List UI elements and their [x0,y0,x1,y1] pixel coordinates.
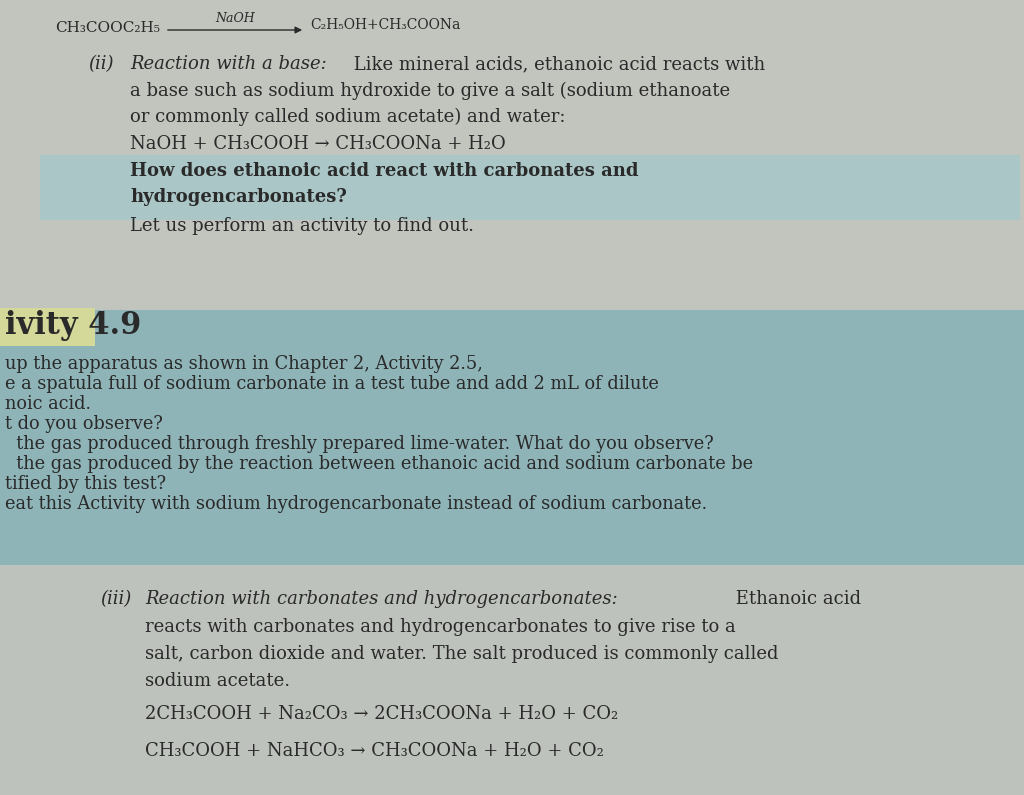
Text: Reaction with a base:: Reaction with a base: [130,55,327,73]
Text: C₂H₅OH+CH₃COONa: C₂H₅OH+CH₃COONa [310,18,461,32]
Text: reacts with carbonates and hydrogencarbonates to give rise to a: reacts with carbonates and hydrogencarbo… [145,618,736,636]
Text: the gas produced through freshly prepared lime-water. What do you observe?: the gas produced through freshly prepare… [5,435,714,453]
Text: NaOH + CH₃COOH → CH₃COONa + H₂O: NaOH + CH₃COOH → CH₃COONa + H₂O [130,135,506,153]
Text: eat this Activity with sodium hydrogencarbonate instead of sodium carbonate.: eat this Activity with sodium hydrogenca… [5,495,708,513]
Text: sodium acetate.: sodium acetate. [145,672,290,690]
Text: hydrogencarbonates?: hydrogencarbonates? [130,188,347,206]
Text: tified by this test?: tified by this test? [5,475,166,493]
Text: a base such as sodium hydroxide to give a salt (sodium ethanoate: a base such as sodium hydroxide to give … [130,82,730,100]
Text: Like mineral acids, ethanoic acid reacts with: Like mineral acids, ethanoic acid reacts… [348,55,765,73]
Bar [40,155,1020,220]
Text: 2CH₃COOH + Na₂CO₃ → 2CH₃COONa + H₂O + CO₂: 2CH₃COOH + Na₂CO₃ → 2CH₃COONa + H₂O + CO… [145,705,618,723]
Text: Reaction with carbonates and hydrogencarbonates:: Reaction with carbonates and hydrogencar… [145,590,617,608]
Text: t do you observe?: t do you observe? [5,415,163,433]
Text: Ethanoic acid: Ethanoic acid [730,590,861,608]
Text: (iii): (iii) [100,590,131,608]
Text: the gas produced by the reaction between ethanoic acid and sodium carbonate be: the gas produced by the reaction between… [5,455,753,473]
Text: CH₃COOH + NaHCO₃ → CH₃COONa + H₂O + CO₂: CH₃COOH + NaHCO₃ → CH₃COONa + H₂O + CO₂ [145,742,604,760]
Text: e a spatula full of sodium carbonate in a test tube and add 2 mL of dilute: e a spatula full of sodium carbonate in … [5,375,658,393]
Bar [0,565,1024,795]
Bar [0,310,1024,565]
Text: or commonly called sodium acetate) and water:: or commonly called sodium acetate) and w… [130,108,565,126]
Text: (ii): (ii) [88,55,114,73]
Bar [0,0,1024,310]
Text: How does ethanoic acid react with carbonates and: How does ethanoic acid react with carbon… [130,162,639,180]
Text: noic acid.: noic acid. [5,395,91,413]
Text: Let us perform an activity to find out.: Let us perform an activity to find out. [130,217,474,235]
Text: ivity 4.9: ivity 4.9 [5,310,141,341]
Text: NaOH: NaOH [215,12,255,25]
Text: salt, carbon dioxide and water. The salt produced is commonly called: salt, carbon dioxide and water. The salt… [145,645,778,663]
Bar [0,308,95,346]
Text: CH₃COOC₂H₅: CH₃COOC₂H₅ [55,21,160,35]
Text: up the apparatus as shown in Chapter 2, Activity 2.5,: up the apparatus as shown in Chapter 2, … [5,355,483,373]
